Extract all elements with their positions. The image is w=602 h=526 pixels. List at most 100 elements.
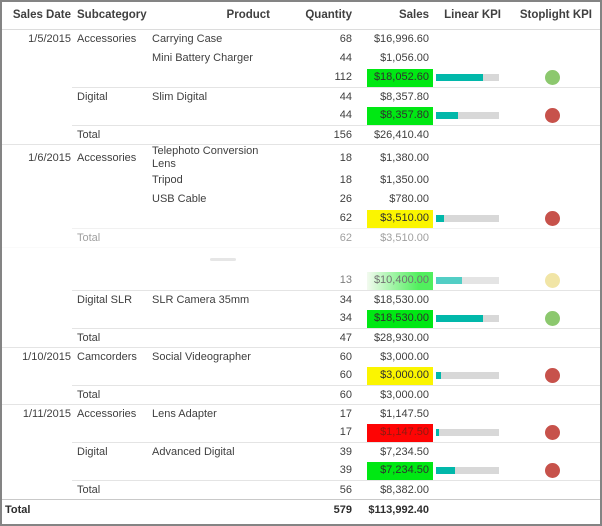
linear-kpi-bar [436, 467, 499, 474]
grand-total-row[interactable]: Total 579 $113,992.40 [2, 499, 600, 521]
linear-kpi-fill [436, 277, 463, 284]
subtotal-row[interactable]: Total 156 $26,410.40 [2, 125, 600, 144]
table-row[interactable]: Digital SLR SLR Camera 35mm 34 $18,530.00 [2, 290, 600, 309]
linear-kpi-cell [433, 309, 505, 328]
subtotal-row[interactable]: Total 56 $8,382.00 [2, 480, 600, 499]
product-cell: Carrying Case [152, 33, 223, 45]
linear-kpi-bar [436, 74, 499, 81]
table-row[interactable]: 62 $3,510.00 [2, 209, 600, 228]
table-row[interactable]: 39 $7,234.50 [2, 461, 600, 480]
sales-date-cell [2, 461, 72, 480]
sales-cell: $1,147.50 [352, 404, 433, 423]
subcategory-cell [72, 271, 145, 290]
linear-kpi-fill [436, 372, 442, 379]
sales-date-cell [2, 328, 72, 347]
stoplight-kpi-cell [505, 385, 600, 404]
subcategory-cell [72, 461, 145, 480]
sales-cell: $8,357.80 [352, 87, 433, 106]
table-row[interactable]: 13 $10,400.00 [2, 271, 600, 290]
linear-kpi-fill [436, 467, 455, 474]
sales-cell: $113,992.40 [352, 499, 433, 521]
quantity-cell: 17 [339, 426, 352, 438]
product-cell [145, 247, 272, 271]
subtotal-row[interactable]: Total 60 $3,000.00 [2, 385, 600, 404]
sales-value: $8,357.80 [380, 90, 429, 103]
product-cell [145, 68, 272, 87]
column-header-linear-kpi: Linear KPI [444, 9, 501, 21]
sales-kpi-cell: $8,357.80 [367, 106, 433, 125]
table-row[interactable]: 1/6/2015 Accessories Telephoto Conversion … [2, 144, 600, 171]
subcategory-cell: Accessories [77, 33, 137, 45]
subcategory-cell: Camcorders [72, 347, 145, 366]
sales-date-cell [2, 209, 72, 228]
table-row[interactable]: 1/11/2015 Accessories Lens Adapter 17 $1,147… [2, 404, 600, 423]
subtotal-row[interactable]: Total 62 $3,510.00 [2, 228, 600, 247]
sales-cell: $780.00 [352, 190, 433, 209]
linear-kpi-cell [433, 209, 505, 228]
subtotal-row[interactable]: Total 47 $28,930.00 [2, 328, 600, 347]
table-row[interactable]: 34 $18,530.00 [2, 309, 600, 328]
quantity-cell: 156 [272, 125, 352, 144]
linear-kpi-cell [433, 290, 505, 309]
faded-row[interactable] [2, 247, 600, 271]
table-row[interactable]: 44 $8,357.80 [2, 106, 600, 125]
sales-value: $780.00 [389, 193, 429, 205]
linear-kpi-cell [433, 106, 505, 125]
stoplight-kpi-cell [505, 290, 600, 309]
linear-kpi-cell [433, 480, 505, 499]
stoplight-kpi-cell [505, 309, 600, 328]
table-row[interactable]: 1/5/2015 Accessories Carrying Case 68 $16,99… [2, 30, 600, 49]
subcategory-cell: Total [72, 480, 145, 499]
linear-kpi-cell [433, 366, 505, 385]
linear-kpi-cell [433, 347, 505, 366]
subcategory-cell [72, 49, 145, 68]
sales-value: $8,382.00 [380, 483, 429, 496]
sales-value: $1,380.00 [380, 151, 429, 164]
faded-text-artifact [210, 258, 236, 261]
table-row[interactable]: Tripod 18 $1,350.00 [2, 171, 600, 190]
sales-cell: $3,000.00 [352, 385, 433, 404]
table-row[interactable]: 1/10/2015 Camcorders Social Videographer 60… [2, 347, 600, 366]
sales-date-cell [2, 247, 72, 271]
product-cell [145, 309, 272, 328]
sales-date-cell [2, 190, 72, 209]
table-row[interactable]: Digital Advanced Digital 39 $7,234.50 [2, 442, 600, 461]
sales-date-cell [2, 125, 72, 144]
stoplight-kpi-cell [505, 461, 600, 480]
product-cell [145, 271, 272, 290]
subcategory-cell [72, 499, 145, 521]
sales-kpi-cell: $3,510.00 [367, 209, 433, 228]
linear-kpi-cell [433, 247, 505, 271]
table-row[interactable]: Digital Slim Digital 44 $8,357.80 [2, 87, 600, 106]
subcategory-cell [72, 209, 145, 228]
sales-date-cell [2, 49, 72, 68]
sales-cell: $18,530.00 [352, 309, 433, 328]
subcategory-cell [72, 106, 145, 125]
sales-value: $28,930.00 [373, 331, 429, 344]
column-header-stoplight-kpi: Stoplight KPI [519, 9, 592, 21]
sales-date-cell: Total [2, 499, 72, 521]
quantity-cell: 56 [272, 480, 352, 499]
linear-kpi-bar [436, 112, 499, 119]
table-row[interactable]: 60 $3,000.00 [2, 366, 600, 385]
stoplight-kpi-cell [505, 404, 600, 423]
sales-value: $16,996.60 [373, 33, 429, 45]
subcategory-cell: Digital [72, 87, 145, 106]
stoplight-green-icon [545, 70, 560, 85]
sales-value: $113,992.40 [368, 504, 429, 516]
stoplight-red-icon [545, 108, 560, 123]
subcategory-cell: Total [72, 228, 145, 247]
table-row[interactable]: USB Cable 26 $780.00 [2, 190, 600, 209]
stoplight-kpi-cell [505, 190, 600, 209]
table-row[interactable]: Mini Battery Charger 44 $1,056.00 [2, 49, 600, 68]
quantity-cell: 62 [272, 228, 352, 247]
sales-value: $18,530.00 [373, 293, 429, 306]
stoplight-kpi-cell [505, 228, 600, 247]
product-cell [145, 480, 272, 499]
linear-kpi-fill [436, 112, 459, 119]
table-row[interactable]: 17 $1,147.50 [2, 423, 600, 442]
product-cell: Lens Adapter [145, 404, 272, 423]
product-cell: Mini Battery Charger [152, 52, 253, 64]
sales-value: $1,350.00 [380, 174, 429, 186]
table-row[interactable]: 112 $18,052.60 [2, 68, 600, 87]
